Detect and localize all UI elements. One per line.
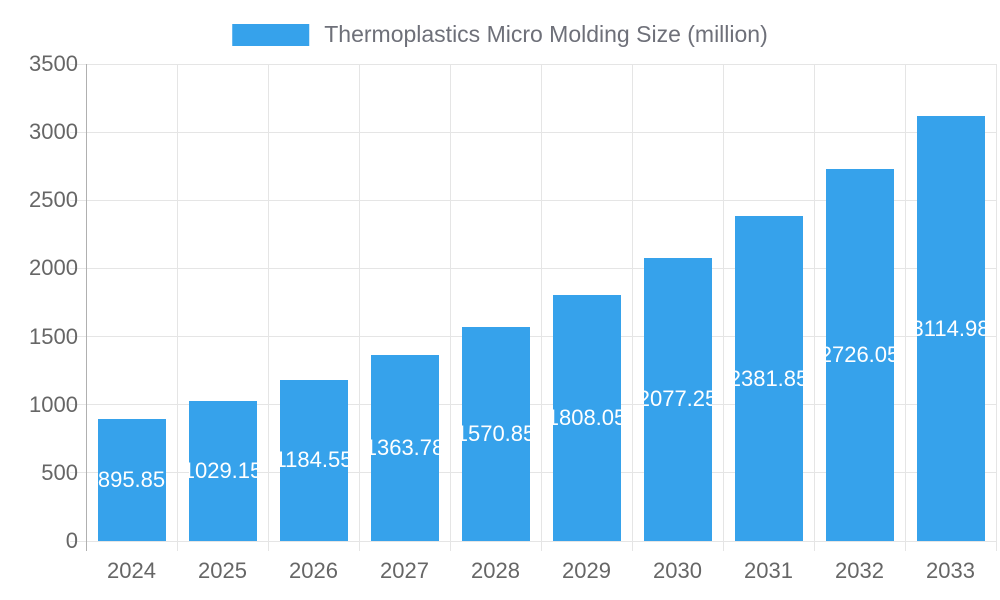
y-axis-tick-label: 2500: [29, 187, 78, 213]
y-gridline: [70, 267, 996, 269]
x-gridline: [358, 64, 360, 551]
bar-2026[interactable]: 1184.55: [279, 379, 348, 541]
y-axis-tick-label: 1500: [29, 323, 78, 349]
x-axis-tick-label: 2033: [926, 558, 975, 583]
x-axis-tick-label: 2029: [562, 558, 611, 583]
bar-value-label: 3114.98: [916, 315, 985, 341]
x-gridline: [722, 64, 724, 551]
y-axis-tick-label: 3000: [29, 119, 78, 145]
bar-2032[interactable]: 2726.05: [825, 169, 894, 541]
x-axis-tick-label: 2024: [107, 558, 156, 583]
y-axis-tick-label: 0: [65, 528, 78, 553]
bar-2033[interactable]: 3114.98: [916, 116, 985, 541]
x-axis-tick-label: 2025: [198, 558, 247, 583]
y-axis-tick-label: 2000: [29, 255, 78, 281]
x-gridline: [540, 64, 542, 551]
bar-2031[interactable]: 2381.85: [734, 216, 803, 541]
x-axis-tick-label: 2031: [744, 558, 793, 583]
x-gridline: [904, 64, 906, 551]
bar-2029[interactable]: 1808.05: [552, 294, 621, 541]
bar-2028[interactable]: 1570.85: [461, 326, 530, 541]
bar-2027[interactable]: 1363.78: [370, 355, 439, 541]
x-axis-tick-label: 2032: [835, 558, 884, 583]
y-gridline: [70, 336, 996, 338]
bar-2024[interactable]: 895.85: [97, 418, 166, 541]
bar-value-label: 1808.05: [552, 404, 621, 430]
x-gridline: [813, 64, 815, 551]
bar-value-label: 1029.15: [188, 457, 257, 483]
bar-value-label: 895.85: [97, 466, 166, 492]
x-axis-tick-label: 2026: [289, 558, 338, 583]
bar-value-label: 2726.05: [825, 342, 894, 368]
y-axis-tick-label: 3500: [29, 51, 78, 76]
y-axis-tick-label: 500: [41, 459, 78, 485]
x-gridline: [631, 64, 633, 551]
legend-item[interactable]: Thermoplastics Micro Molding Size (milli…: [232, 21, 768, 48]
y-gridline: [70, 63, 996, 65]
y-gridline: [70, 472, 996, 474]
y-gridline: [70, 131, 996, 133]
x-gridline: [176, 64, 178, 551]
bar-value-label: 1363.78: [370, 435, 439, 461]
x-gridline: [267, 64, 269, 551]
y-axis-line: [85, 64, 87, 551]
y-gridline: [70, 199, 996, 201]
legend-label: Thermoplastics Micro Molding Size (milli…: [324, 21, 768, 47]
legend-swatch: [232, 23, 310, 46]
bar-2025[interactable]: 1029.15: [188, 400, 257, 541]
bar-value-label: 2077.25: [643, 386, 712, 412]
bar-value-label: 2381.85: [734, 365, 803, 391]
bar-value-label: 1570.85: [461, 420, 530, 446]
y-gridline: [70, 540, 996, 542]
bar-value-label: 1184.55: [280, 447, 348, 473]
y-gridline: [70, 404, 996, 406]
bar-2030[interactable]: 2077.25: [643, 257, 712, 541]
y-axis-tick-label: 1000: [29, 391, 78, 417]
x-gridline: [449, 64, 451, 551]
x-gridline: [995, 64, 997, 551]
x-axis-tick-label: 2028: [471, 558, 520, 583]
x-axis-tick-label: 2030: [653, 558, 702, 583]
x-axis-tick-label: 2027: [380, 558, 429, 583]
